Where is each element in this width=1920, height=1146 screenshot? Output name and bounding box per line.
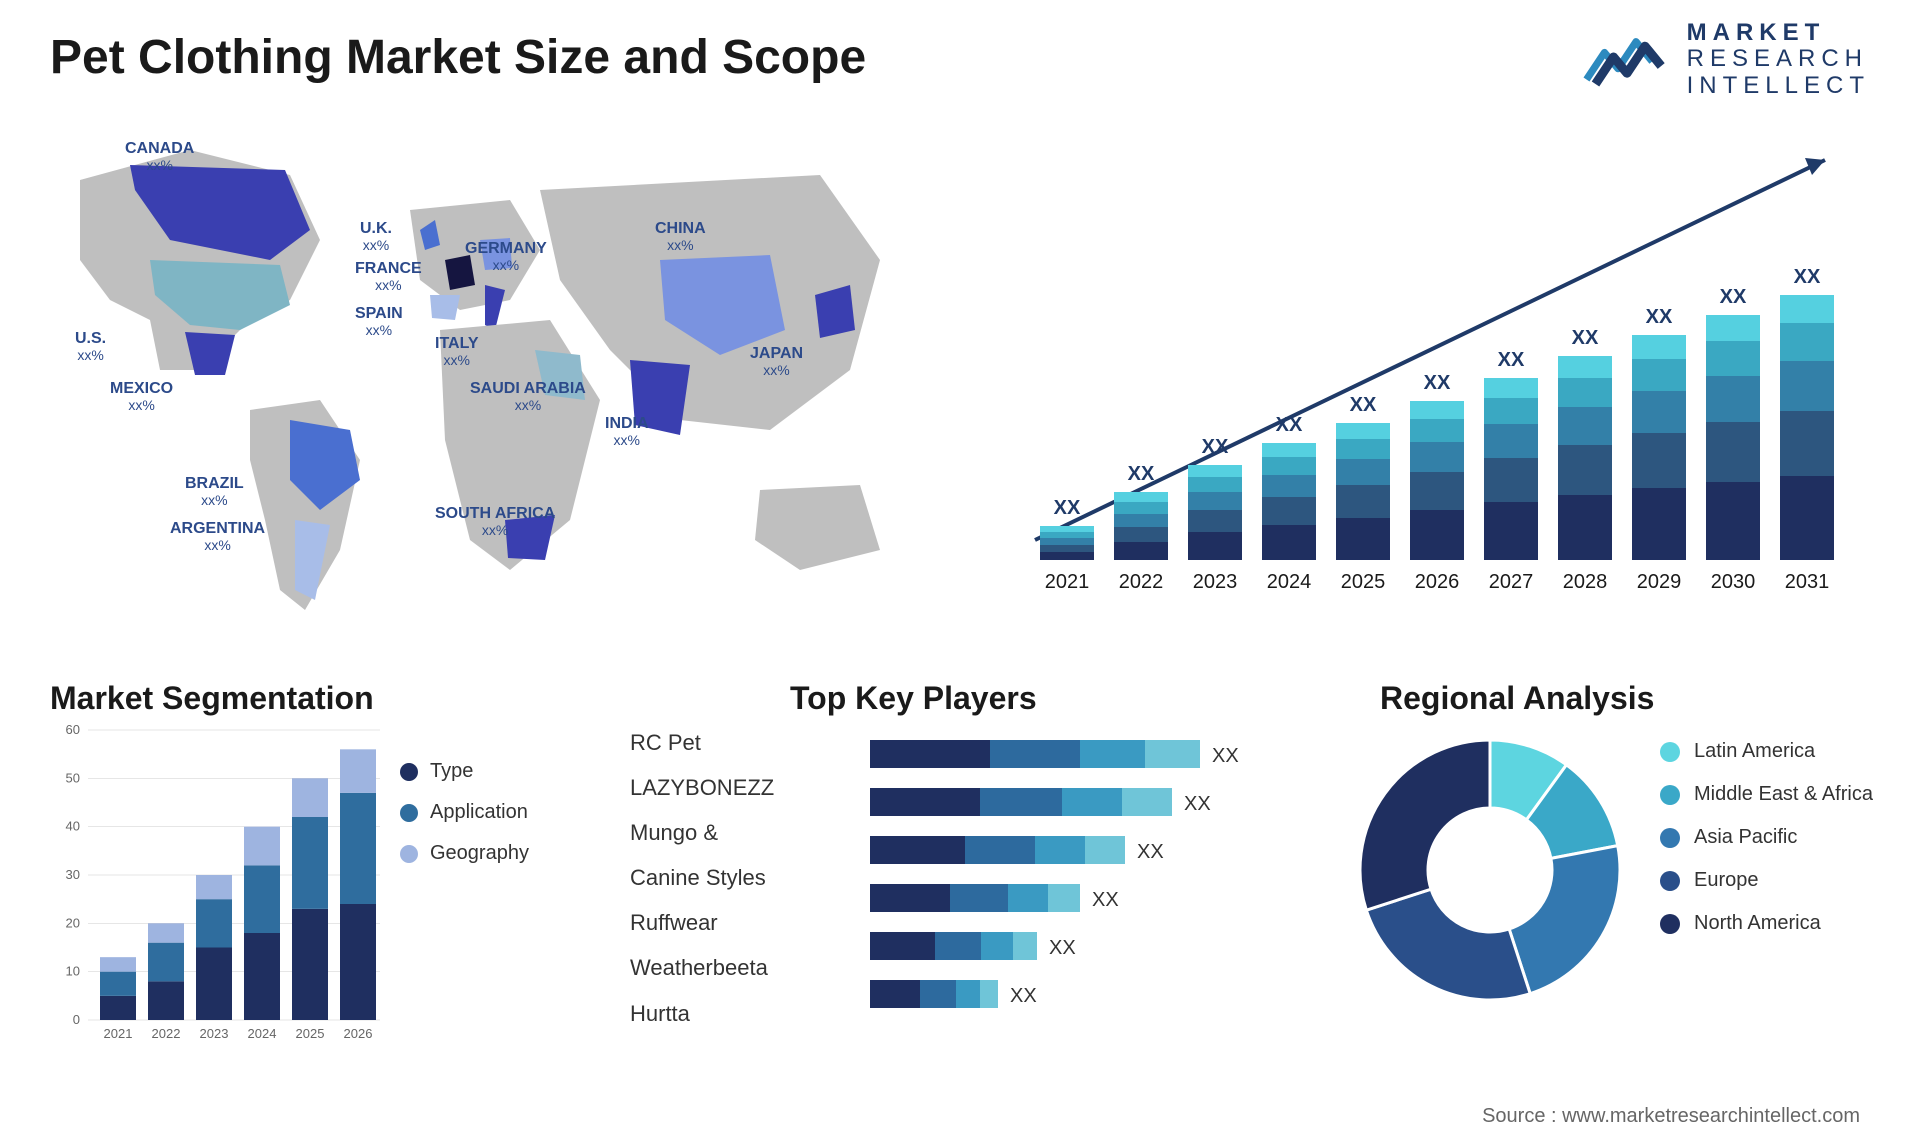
player-caninestyles: Canine Styles [630, 855, 774, 900]
logo-line3: INTELLECT [1687, 73, 1870, 99]
svg-text:40: 40 [66, 819, 80, 834]
players-list: RC PetLAZYBONEZZMungo &Canine StylesRuff… [630, 720, 774, 1036]
regional-donut-chart [1350, 730, 1630, 1010]
players-bars-chart: XX XX XX XX XX XX [870, 740, 1270, 1040]
svg-text:XX: XX [1054, 497, 1081, 519]
svg-text:2024: 2024 [1267, 571, 1312, 593]
svg-text:2021: 2021 [1045, 571, 1090, 593]
svg-text:XX: XX [1128, 463, 1155, 485]
svg-text:2023: 2023 [1193, 571, 1238, 593]
svg-text:20: 20 [66, 915, 80, 930]
svg-text:XX: XX [1646, 306, 1673, 328]
player-weatherbeeta: Weatherbeeta [630, 945, 774, 990]
seg-legend-geography: Geography [400, 842, 529, 865]
source-text: Source : www.marketresearchintellect.com [1482, 1105, 1860, 1128]
regional-title: Regional Analysis [1380, 680, 1654, 717]
region-legend-middleeastafrica: Middle East & Africa [1660, 783, 1873, 806]
svg-text:XX: XX [1498, 349, 1525, 371]
svg-text:XX: XX [1572, 327, 1599, 349]
svg-text:XX: XX [1010, 985, 1037, 1007]
map-label-spain: SPAINxx% [355, 305, 403, 338]
page-title: Pet Clothing Market Size and Scope [50, 30, 866, 85]
svg-text:2029: 2029 [1637, 571, 1682, 593]
svg-text:2023: 2023 [200, 1026, 229, 1041]
svg-text:XX: XX [1424, 372, 1451, 394]
svg-text:2026: 2026 [1415, 571, 1460, 593]
logo-line1: MARKET [1687, 20, 1870, 46]
svg-text:30: 30 [66, 867, 80, 882]
svg-text:2030: 2030 [1711, 571, 1756, 593]
svg-text:2021: 2021 [104, 1026, 133, 1041]
svg-text:XX: XX [1720, 286, 1747, 308]
regional-legend: Latin America Middle East & Africa Asia Pa… [1660, 740, 1873, 955]
map-label-canada: CANADAxx% [125, 140, 194, 173]
player-mungo: Mungo & [630, 810, 774, 855]
market-growth-chart: XX 2021 XX 2022 XX 2023 XX 2024 XX 2025 XX 2026 XX 20… [1030, 140, 1860, 620]
svg-text:XX: XX [1092, 889, 1119, 911]
map-label-france: FRANCExx% [355, 260, 422, 293]
svg-text:10: 10 [66, 964, 80, 979]
svg-text:2031: 2031 [1785, 571, 1830, 593]
logo-mark-icon [1582, 22, 1672, 97]
svg-text:XX: XX [1137, 841, 1164, 863]
seg-legend-type: Type [400, 760, 529, 783]
map-label-argentina: ARGENTINAxx% [170, 520, 265, 553]
world-map: CANADAxx% U.S.xx%MEXICOxx% BRAZILxx% ARGENT… [40, 120, 920, 640]
segmentation-title: Market Segmentation [50, 680, 374, 717]
map-label-germany: GERMANYxx% [465, 240, 547, 273]
player-rcpet: RC Pet [630, 720, 774, 765]
map-label-japan: JAPANxx% [750, 345, 803, 378]
region-legend-asiapacific: Asia Pacific [1660, 826, 1873, 849]
svg-text:2025: 2025 [1341, 571, 1386, 593]
svg-text:XX: XX [1212, 745, 1239, 767]
brand-logo: MARKET RESEARCH INTELLECT [1582, 20, 1870, 99]
region-legend-northamerica: North America [1660, 912, 1873, 935]
svg-text:XX: XX [1350, 394, 1377, 416]
svg-text:XX: XX [1184, 793, 1211, 815]
svg-text:XX: XX [1049, 937, 1076, 959]
svg-text:2027: 2027 [1489, 571, 1534, 593]
svg-text:0: 0 [73, 1012, 80, 1027]
map-label-saudiarabia: SAUDI ARABIAxx% [470, 380, 586, 413]
map-label-brazil: BRAZILxx% [185, 475, 244, 508]
player-lazybonezz: LAZYBONEZZ [630, 765, 774, 810]
map-label-china: CHINAxx% [655, 220, 706, 253]
svg-text:2022: 2022 [152, 1026, 181, 1041]
svg-text:2024: 2024 [248, 1026, 277, 1041]
map-label-italy: ITALYxx% [435, 335, 479, 368]
svg-text:XX: XX [1276, 414, 1303, 436]
region-legend-europe: Europe [1660, 869, 1873, 892]
player-ruffwear: Ruffwear [630, 900, 774, 945]
map-label-southafrica: SOUTH AFRICAxx% [435, 505, 555, 538]
players-title: Top Key Players [790, 680, 1037, 717]
svg-text:XX: XX [1202, 436, 1229, 458]
map-label-us: U.S.xx% [75, 330, 106, 363]
svg-text:60: 60 [66, 722, 80, 737]
seg-legend-application: Application [400, 801, 529, 824]
svg-text:2025: 2025 [296, 1026, 325, 1041]
svg-text:2028: 2028 [1563, 571, 1608, 593]
svg-text:XX: XX [1794, 266, 1821, 288]
svg-text:50: 50 [66, 770, 80, 785]
region-legend-latinamerica: Latin America [1660, 740, 1873, 763]
svg-text:2022: 2022 [1119, 571, 1164, 593]
logo-text: MARKET RESEARCH INTELLECT [1687, 20, 1870, 99]
player-hurtta: Hurtta [630, 991, 774, 1036]
segmentation-legend: Type Application Geography [400, 760, 529, 883]
map-label-india: INDIAxx% [605, 415, 649, 448]
map-label-mexico: MEXICOxx% [110, 380, 173, 413]
svg-text:2026: 2026 [344, 1026, 373, 1041]
segmentation-chart: 0 10 20 30 40 50 60 2021 2022 2023 2024 2025 2026 [50, 720, 390, 1060]
map-label-uk: U.K.xx% [360, 220, 392, 253]
logo-line2: RESEARCH [1687, 46, 1870, 72]
